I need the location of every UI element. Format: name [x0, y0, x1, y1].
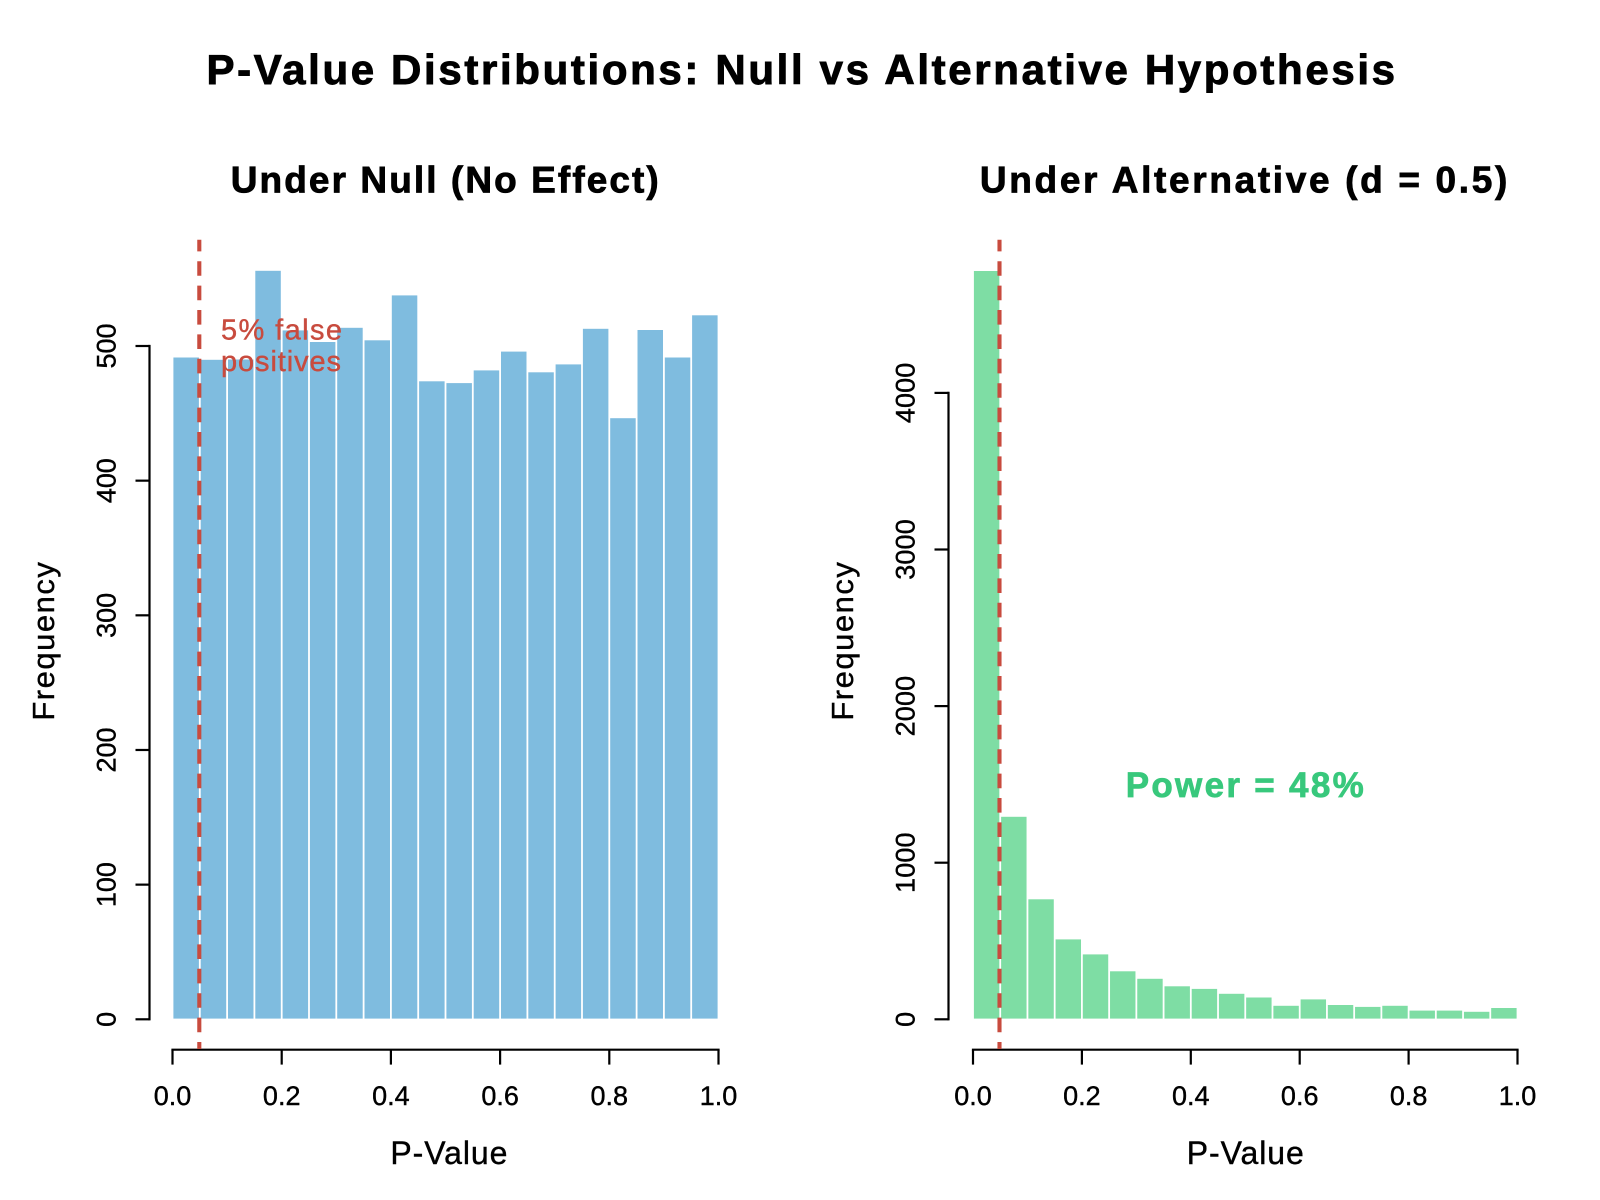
- svg-text:0: 0: [890, 1012, 920, 1027]
- svg-text:Under Null (No Effect): Under Null (No Effect): [231, 160, 659, 201]
- svg-text:300: 300: [91, 593, 121, 638]
- svg-text:Under Alternative (d = 0.5): Under Alternative (d = 0.5): [980, 160, 1507, 201]
- svg-text:4000: 4000: [890, 363, 920, 424]
- svg-text:P-Value Distributions: Null vs: P-Value Distributions: Null vs Alternati…: [207, 46, 1396, 93]
- svg-text:0.8: 0.8: [591, 1081, 629, 1111]
- svg-text:2000: 2000: [890, 676, 920, 737]
- svg-text:0.4: 0.4: [1172, 1081, 1210, 1111]
- svg-text:0.0: 0.0: [954, 1081, 992, 1111]
- svg-text:Power = 48%: Power = 48%: [1126, 766, 1364, 805]
- svg-text:P-Value: P-Value: [1187, 1135, 1304, 1171]
- svg-text:0.8: 0.8: [1390, 1081, 1428, 1111]
- svg-text:Frequency: Frequency: [825, 562, 860, 721]
- svg-text:Frequency: Frequency: [26, 562, 61, 721]
- svg-text:0.2: 0.2: [1063, 1081, 1101, 1111]
- svg-text:0: 0: [91, 1012, 121, 1027]
- svg-text:1.0: 1.0: [1499, 1081, 1537, 1111]
- svg-text:400: 400: [91, 458, 121, 503]
- svg-text:200: 200: [91, 727, 121, 772]
- svg-text:0.4: 0.4: [372, 1081, 410, 1111]
- svg-text:100: 100: [91, 862, 121, 907]
- svg-text:1.0: 1.0: [700, 1081, 738, 1111]
- svg-text:positives: positives: [221, 346, 341, 378]
- svg-text:P-Value: P-Value: [390, 1135, 507, 1171]
- svg-text:0.6: 0.6: [1281, 1081, 1319, 1111]
- svg-text:0.2: 0.2: [263, 1081, 301, 1111]
- svg-text:3000: 3000: [890, 519, 920, 580]
- svg-text:5% false: 5% false: [221, 315, 342, 347]
- svg-text:0.6: 0.6: [481, 1081, 519, 1111]
- svg-text:500: 500: [91, 324, 121, 369]
- svg-text:0.0: 0.0: [154, 1081, 192, 1111]
- svg-text:1000: 1000: [890, 832, 920, 893]
